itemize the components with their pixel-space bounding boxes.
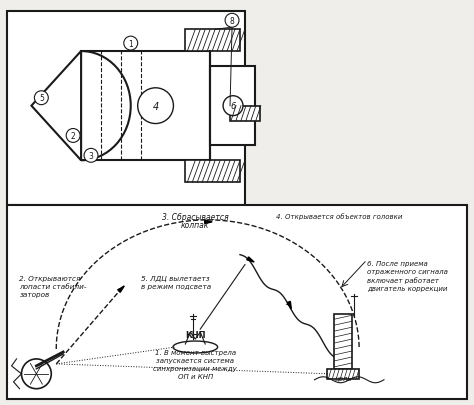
Text: 4: 4 — [153, 101, 159, 111]
Bar — [7, 205, 467, 399]
Circle shape — [137, 89, 173, 124]
Text: 3. Сбрасывается: 3. Сбрасывается — [162, 212, 228, 222]
Polygon shape — [205, 221, 212, 224]
Text: цель: цель — [335, 374, 352, 380]
FancyBboxPatch shape — [81, 52, 210, 161]
Polygon shape — [118, 286, 124, 292]
Polygon shape — [287, 302, 292, 309]
Text: 1: 1 — [128, 40, 133, 49]
Bar — [210, 67, 255, 146]
Text: 5. ЛДЦ вылетаетз
в режим подсвета: 5. ЛДЦ вылетаетз в режим подсвета — [141, 275, 211, 289]
Polygon shape — [247, 257, 254, 262]
Circle shape — [124, 37, 137, 51]
Text: КНП: КНП — [185, 330, 206, 339]
Text: 1. В момент выстрела
запускается система
синхронизации между
ОП и КНП: 1. В момент выстрела запускается система… — [154, 349, 237, 379]
Circle shape — [21, 359, 51, 389]
Text: 6. После приема
отраженного сигнала
включает работает
двигатель коррекции: 6. После приема отраженного сигнала вклю… — [367, 260, 448, 291]
Text: 5: 5 — [39, 94, 44, 103]
Text: 4. Открывается объектов головки: 4. Открывается объектов головки — [276, 212, 402, 219]
Bar — [334, 314, 352, 369]
Bar — [230, 107, 260, 121]
Bar — [185, 161, 240, 183]
Text: колпак: колпак — [181, 220, 210, 229]
Ellipse shape — [173, 341, 218, 353]
Circle shape — [223, 96, 243, 116]
Bar — [7, 12, 245, 205]
Text: 3: 3 — [89, 151, 93, 160]
Bar — [328, 369, 359, 379]
Circle shape — [225, 14, 239, 28]
Text: 8: 8 — [230, 17, 235, 26]
Circle shape — [35, 92, 48, 105]
Circle shape — [66, 129, 80, 143]
Polygon shape — [31, 52, 81, 161]
Text: 2. Открываются
лопасти стабили-
заторов: 2. Открываются лопасти стабили- заторов — [19, 275, 87, 297]
Text: 2: 2 — [71, 132, 75, 141]
Text: 6: 6 — [230, 102, 236, 111]
Circle shape — [84, 149, 98, 163]
Bar — [185, 30, 240, 52]
